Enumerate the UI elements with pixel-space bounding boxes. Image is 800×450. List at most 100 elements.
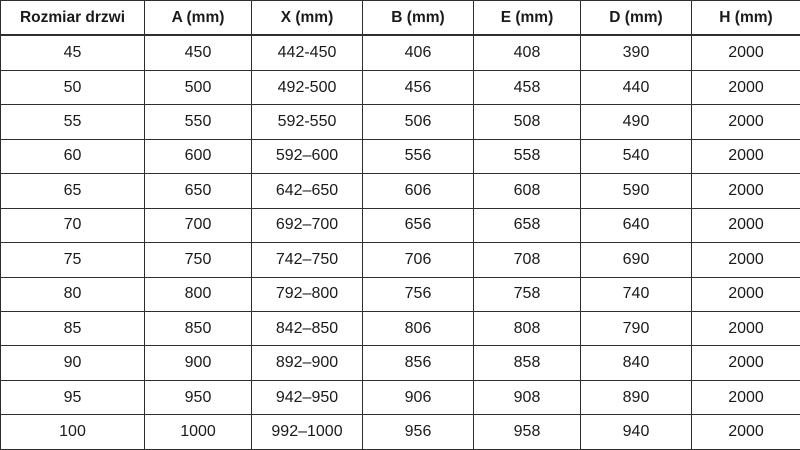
column-header: B (mm) [362, 0, 474, 36]
table-cell: 45 [0, 34, 145, 71]
table-cell: 85 [0, 311, 145, 347]
table-cell: 2000 [691, 104, 800, 140]
table-row: 60 600 592–600 556 558 540 2000 [0, 138, 800, 175]
table-cell: 958 [473, 414, 581, 450]
table-cell: 950 [144, 379, 252, 416]
table-cell: 2000 [691, 276, 800, 313]
table-cell: 858 [473, 345, 581, 381]
table-cell: 55 [0, 104, 145, 140]
table-cell: 692–700 [251, 207, 363, 244]
table-cell: 1000 [144, 414, 252, 450]
table-cell: 956 [362, 414, 474, 450]
table-cell: 640 [580, 207, 692, 244]
table-cell: 790 [580, 311, 692, 347]
table-cell: 592-550 [251, 104, 363, 140]
table-cell: 642–650 [251, 173, 363, 209]
table-cell: 850 [144, 311, 252, 347]
column-header: A (mm) [144, 0, 252, 36]
table-cell: 95 [0, 379, 145, 416]
table-cell: 408 [473, 34, 581, 71]
column-header: X (mm) [251, 0, 363, 36]
table-cell: 556 [362, 138, 474, 175]
table-row: 100 1000 992–1000 956 958 940 2000 [0, 414, 800, 450]
table-cell: 540 [580, 138, 692, 175]
table-cell: 2000 [691, 69, 800, 106]
table-cell: 800 [144, 276, 252, 313]
table-cell: 758 [473, 276, 581, 313]
table-cell: 808 [473, 311, 581, 347]
table-cell: 70 [0, 207, 145, 244]
table-cell: 492-500 [251, 69, 363, 106]
column-header: H (mm) [691, 0, 800, 36]
table-cell: 390 [580, 34, 692, 71]
table-cell: 550 [144, 104, 252, 140]
table-cell: 490 [580, 104, 692, 140]
table-cell: 60 [0, 138, 145, 175]
table-cell: 906 [362, 379, 474, 416]
table-cell: 90 [0, 345, 145, 381]
table-cell: 750 [144, 242, 252, 278]
table-cell: 656 [362, 207, 474, 244]
table-cell: 708 [473, 242, 581, 278]
table-cell: 500 [144, 69, 252, 106]
column-header: D (mm) [580, 0, 692, 36]
table-row: 90 900 892–900 856 858 840 2000 [0, 345, 800, 381]
table-row: 65 650 642–650 606 608 590 2000 [0, 173, 800, 209]
table-cell: 2000 [691, 207, 800, 244]
table-cell: 706 [362, 242, 474, 278]
table-cell: 992–1000 [251, 414, 363, 450]
table-cell: 608 [473, 173, 581, 209]
table-cell: 50 [0, 69, 145, 106]
table-header-row: Rozmiar drzwi A (mm) X (mm) B (mm) E (mm) D (… [0, 0, 800, 36]
table-cell: 600 [144, 138, 252, 175]
table-cell: 100 [0, 414, 145, 450]
table-cell: 450 [144, 34, 252, 71]
table-body: 45 450 442-450 406 408 390 2000 50 500 492-500 456… [0, 34, 800, 450]
table-cell: 506 [362, 104, 474, 140]
table-cell: 940 [580, 414, 692, 450]
table-cell: 840 [580, 345, 692, 381]
table-row: 95 950 942–950 906 908 890 2000 [0, 379, 800, 416]
table-cell: 2000 [691, 379, 800, 416]
column-header: E (mm) [473, 0, 581, 36]
table-cell: 942–950 [251, 379, 363, 416]
table-row: 55 550 592-550 506 508 490 2000 [0, 104, 800, 140]
table-cell: 900 [144, 345, 252, 381]
table-cell: 908 [473, 379, 581, 416]
table-row: 70 700 692–700 656 658 640 2000 [0, 207, 800, 244]
table-row: 45 450 442-450 406 408 390 2000 [0, 34, 800, 71]
table-cell: 2000 [691, 138, 800, 175]
table-cell: 806 [362, 311, 474, 347]
table-cell: 792–800 [251, 276, 363, 313]
table-cell: 842–850 [251, 311, 363, 347]
table-cell: 592–600 [251, 138, 363, 175]
table-cell: 2000 [691, 414, 800, 450]
table-cell: 440 [580, 69, 692, 106]
table-cell: 756 [362, 276, 474, 313]
table-cell: 2000 [691, 242, 800, 278]
table-cell: 740 [580, 276, 692, 313]
column-header: Rozmiar drzwi [0, 0, 145, 36]
table-cell: 606 [362, 173, 474, 209]
table-cell: 2000 [691, 345, 800, 381]
table-cell: 65 [0, 173, 145, 209]
table-cell: 890 [580, 379, 692, 416]
table-cell: 700 [144, 207, 252, 244]
table-row: 85 850 842–850 806 808 790 2000 [0, 311, 800, 347]
table-cell: 75 [0, 242, 145, 278]
table-cell: 650 [144, 173, 252, 209]
table-cell: 558 [473, 138, 581, 175]
table-cell: 456 [362, 69, 474, 106]
table-cell: 742–750 [251, 242, 363, 278]
table-cell: 2000 [691, 173, 800, 209]
table-cell: 590 [580, 173, 692, 209]
table-cell: 658 [473, 207, 581, 244]
table-cell: 2000 [691, 311, 800, 347]
table-row: 50 500 492-500 456 458 440 2000 [0, 69, 800, 106]
table-cell: 892–900 [251, 345, 363, 381]
table-cell: 2000 [691, 34, 800, 71]
table-cell: 856 [362, 345, 474, 381]
table-row: 80 800 792–800 756 758 740 2000 [0, 276, 800, 313]
table-row: 75 750 742–750 706 708 690 2000 [0, 242, 800, 278]
